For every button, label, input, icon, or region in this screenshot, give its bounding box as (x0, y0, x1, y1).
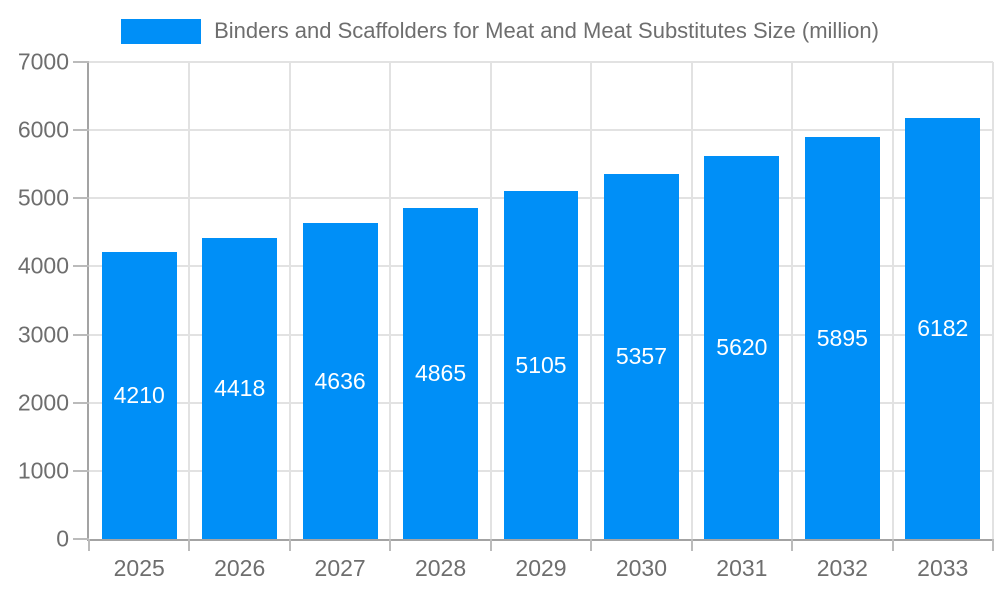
bar: 6182 (905, 117, 981, 539)
x-axis-label: 2026 (214, 555, 266, 581)
y-axis-label: 4000 (17, 252, 69, 279)
y-tick (73, 61, 89, 63)
y-axis-label: 6000 (17, 116, 69, 143)
x-tick (891, 539, 894, 551)
bar-value-label: 4418 (214, 374, 266, 401)
x-gridline (791, 62, 794, 539)
x-tick (188, 539, 191, 551)
x-tick (791, 539, 794, 551)
bar: 4418 (202, 237, 278, 539)
bar-value-label: 5895 (816, 324, 868, 351)
x-tick (992, 539, 994, 551)
x-axis-label: 2030 (615, 555, 668, 581)
y-tick (73, 538, 89, 540)
bar: 4865 (403, 207, 478, 539)
bar: 5105 (503, 191, 579, 539)
x-gridline (590, 62, 593, 539)
bar-value-label: 4865 (414, 359, 467, 386)
x-tick (690, 539, 693, 551)
plot-area: 0 1000 2000 3000 4000 5000 6000 7000 2025 4210 202… (18, 50, 994, 580)
bar-value-label: 6182 (917, 314, 969, 341)
legend: Binders and Scaffolders for Meat and Mea… (0, 19, 1000, 44)
x-axis-label: 2029 (515, 555, 567, 581)
x-tick (88, 539, 90, 551)
bar-value-label: 5105 (515, 351, 567, 378)
x-gridline (992, 62, 994, 539)
y-tick (73, 469, 89, 472)
x-gridline (288, 62, 291, 539)
bar-value-label: 5357 (615, 342, 668, 369)
x-axis-label: 2031 (716, 555, 768, 581)
y-tick (73, 265, 89, 268)
bar-value-label: 5620 (716, 334, 768, 361)
y-axis-label: 5000 (17, 184, 69, 211)
y-tick (73, 333, 89, 336)
x-gridline (489, 62, 492, 539)
y-gridline (89, 61, 993, 63)
x-axis-label: 2027 (314, 555, 366, 581)
y-tick (73, 197, 89, 200)
legend-label: Binders and Scaffolders for Meat and Mea… (214, 18, 879, 44)
y-tick (73, 401, 89, 404)
x-tick (489, 539, 492, 551)
y-axis-label: 2000 (17, 389, 69, 416)
x-gridline (690, 62, 693, 539)
bar: 4636 (302, 223, 378, 539)
y-axis-label: 3000 (17, 321, 69, 348)
x-tick (590, 539, 593, 551)
bar: 5895 (804, 137, 880, 539)
bar: 4210 (101, 252, 177, 539)
y-gridline (89, 129, 993, 132)
x-gridline (188, 62, 191, 539)
y-axis-label: 0 (56, 525, 69, 552)
bar: 5620 (704, 156, 780, 539)
x-tick (288, 539, 291, 551)
x-axis-label: 2032 (816, 555, 868, 581)
legend-swatch (121, 19, 202, 44)
bar-value-label: 4636 (314, 367, 366, 394)
y-tick (73, 129, 89, 132)
x-axis-label: 2033 (917, 555, 969, 581)
y-axis-label: 7000 (17, 48, 69, 75)
x-axis-label: 2028 (414, 555, 467, 581)
bar: 5357 (604, 173, 679, 539)
x-gridline (389, 62, 392, 539)
y-axis-label: 1000 (17, 457, 69, 484)
x-tick (389, 539, 392, 551)
x-gridline (891, 62, 894, 539)
x-axis-label: 2025 (113, 555, 165, 581)
bar-value-label: 4210 (113, 382, 165, 409)
